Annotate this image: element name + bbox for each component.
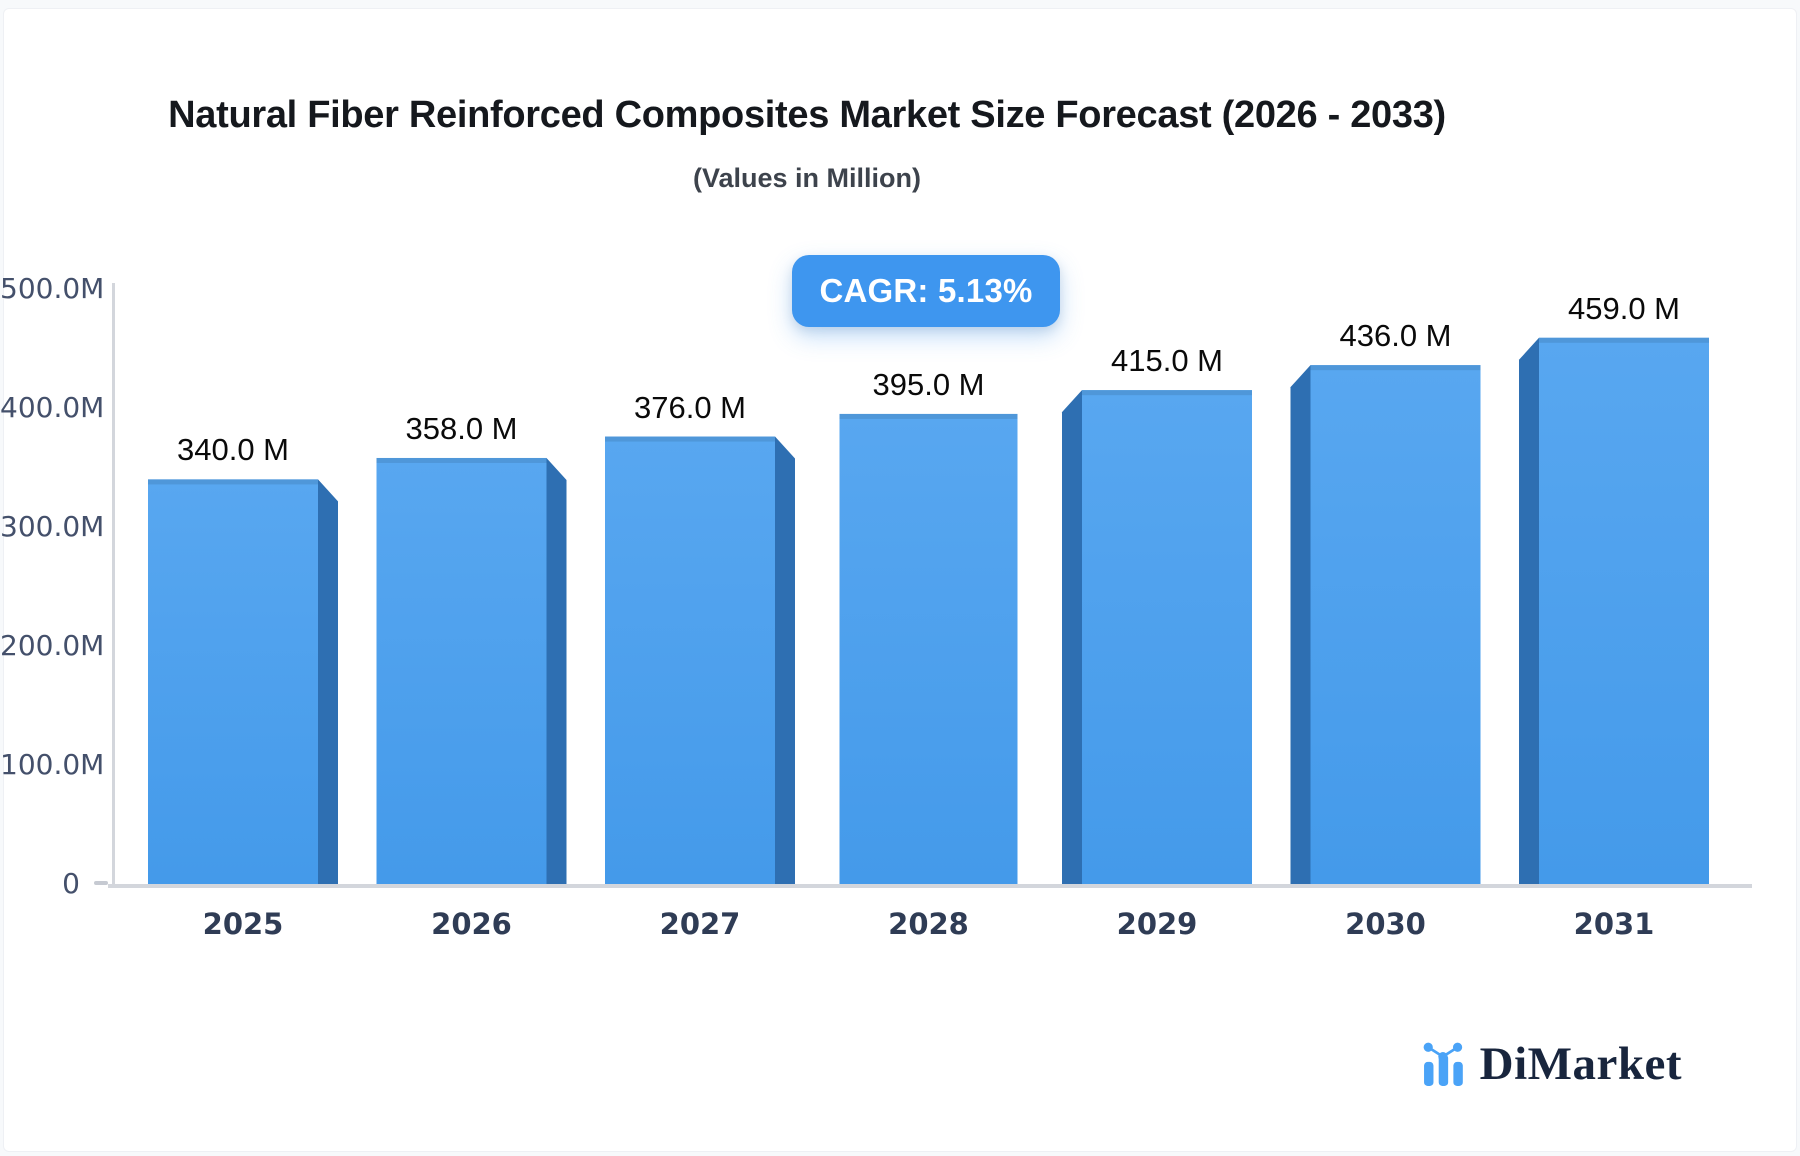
bar-front-face xyxy=(148,479,318,884)
bar-front-face xyxy=(1310,365,1481,884)
bar-top-edge xyxy=(605,436,775,442)
x-tick-label: 2031 xyxy=(1573,907,1655,941)
brand-name: DiMarket xyxy=(1479,1038,1682,1090)
bar-value-label: 415.0 M xyxy=(1110,343,1223,379)
y-axis-line xyxy=(112,283,115,886)
bar-value-label: 459.0 M xyxy=(1567,290,1680,326)
bar-side-face xyxy=(1062,390,1082,884)
y-tick-label: 100.0M xyxy=(0,748,105,781)
x-tick-label: 2030 xyxy=(1345,907,1426,941)
brand-logo: DiMarket xyxy=(1423,1037,1682,1091)
bar-front-face xyxy=(1082,390,1252,884)
bar-side-face xyxy=(775,436,795,884)
y-tick-label: 500.0M xyxy=(0,272,105,305)
y-tick-label: 300.0M xyxy=(0,510,105,543)
chart-title: Natural Fiber Reinforced Composites Mark… xyxy=(168,94,1446,136)
x-tick-label: 2027 xyxy=(659,907,741,941)
bar-side-face xyxy=(1290,365,1311,884)
zero-tick-mark xyxy=(94,881,108,885)
bar-group-2030[interactable] xyxy=(1290,365,1481,884)
bar-side-face xyxy=(318,479,338,884)
bar-top-edge xyxy=(839,413,1018,419)
y-tick-label: 400.0M xyxy=(0,391,105,424)
x-axis-line xyxy=(108,884,1752,888)
bar-group-2028[interactable] xyxy=(839,413,1018,884)
bar-group-2029[interactable] xyxy=(1062,390,1252,884)
bar-value-label: 436.0 M xyxy=(1339,318,1452,354)
bar-top-edge xyxy=(1539,337,1709,343)
y-tick-label: 0 xyxy=(62,867,80,900)
bar-group-2026[interactable] xyxy=(376,457,567,884)
brand-chart-icon xyxy=(1423,1042,1463,1086)
bar-side-face xyxy=(1519,337,1539,884)
bar-top-edge xyxy=(376,457,547,463)
cagr-badge: CAGR: 5.13% xyxy=(792,255,1060,327)
cagr-badge-label: CAGR: 5.13% xyxy=(819,272,1033,309)
bar-front-face xyxy=(605,436,775,884)
x-tick-label: 2029 xyxy=(1116,907,1198,941)
bar-value-label: 376.0 M xyxy=(633,389,746,425)
bar-front-face xyxy=(1539,337,1709,884)
x-tick-label: 2025 xyxy=(202,907,284,941)
x-tick-label: 2028 xyxy=(888,907,969,941)
bar-side-face xyxy=(546,457,567,884)
x-tick-label: 2026 xyxy=(431,907,512,941)
bar-value-label: 340.0 M xyxy=(176,432,289,468)
bar-value-label: 358.0 M xyxy=(405,410,518,446)
chart-subtitle: (Values in Million) xyxy=(692,163,922,193)
bar-group-2025[interactable] xyxy=(148,479,338,884)
y-tick-label: 200.0M xyxy=(0,629,105,662)
bar-group-2031[interactable] xyxy=(1519,337,1709,884)
bar-front-face xyxy=(839,413,1018,884)
bar-top-edge xyxy=(1310,365,1481,371)
bar-top-edge xyxy=(1082,390,1252,396)
bar-group-2027[interactable] xyxy=(605,436,795,884)
bar-value-label: 395.0 M xyxy=(872,366,985,402)
bar-top-edge xyxy=(148,479,318,485)
bar-front-face xyxy=(376,457,547,884)
